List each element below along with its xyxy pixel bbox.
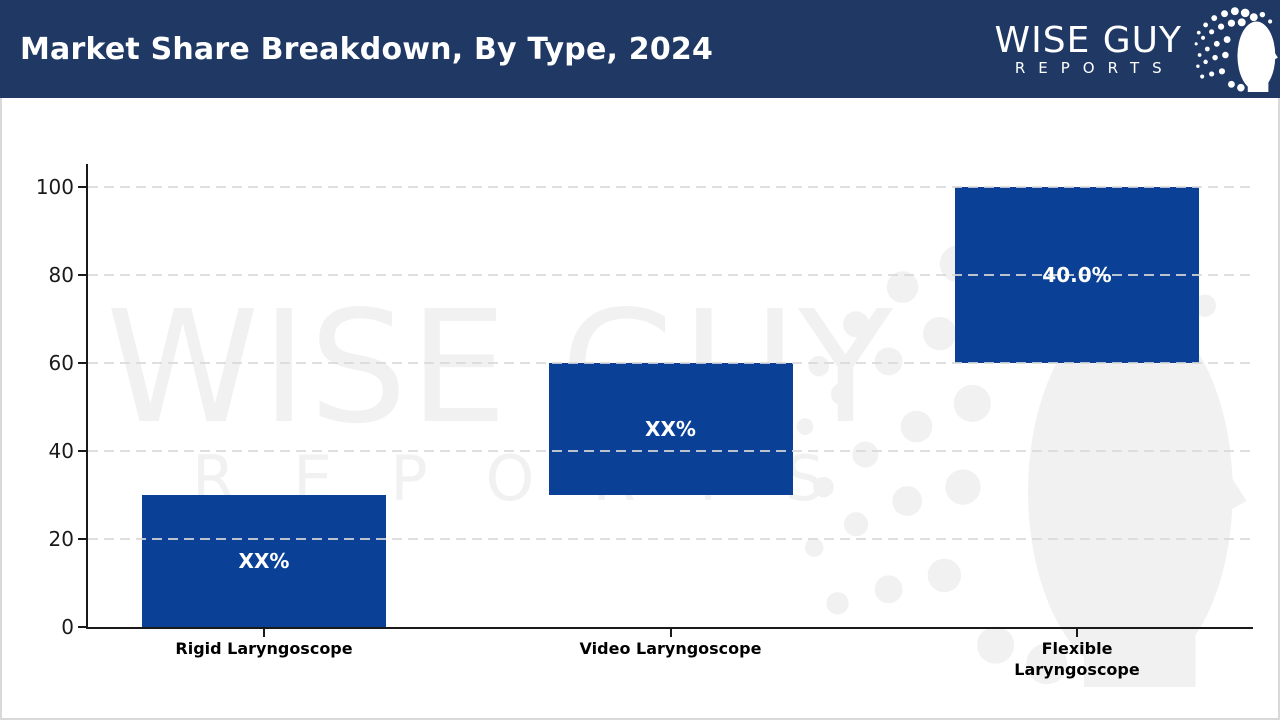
bar-value-label: XX% (645, 417, 696, 441)
x-tick (1076, 629, 1078, 637)
x-axis-spine (86, 627, 1253, 629)
y-tick-80 (78, 274, 86, 276)
y-tick-label-20: 20 (48, 527, 74, 551)
x-tick-label: Flexible Laryngoscope (1014, 639, 1140, 679)
y-tick-label-0: 0 (61, 615, 74, 639)
gridline-40 (88, 450, 1253, 452)
y-tick-100 (78, 186, 86, 188)
y-tick-60 (78, 362, 86, 364)
y-tick-20 (78, 538, 86, 540)
y-tick-label-100: 100 (35, 175, 74, 199)
y-tick-label-80: 80 (48, 263, 74, 287)
page-title: Market Share Breakdown, By Type, 2024 (20, 31, 714, 67)
x-tick (669, 629, 672, 637)
x-tick (263, 629, 265, 637)
bar-value-label: XX% (238, 549, 290, 573)
logo-wordmark: WISE GUY (994, 19, 1182, 61)
y-tick-label-60: 60 (48, 351, 74, 375)
y-axis-spine (86, 164, 88, 629)
y-tick-0 (78, 626, 86, 628)
x-tick-label: Rigid Laryngoscope (175, 639, 353, 658)
gridline-100 (88, 186, 1253, 188)
gridline-20 (88, 538, 1253, 540)
bar-value-label: 40.0% (1042, 263, 1112, 287)
logo-subtitle: REPORTS (1014, 58, 1175, 77)
header-bar: Market Share Breakdown, By Type, 2024 WI… (0, 0, 1280, 98)
logo-text: WISE GUY REPORTS (995, 22, 1183, 76)
bar-segment (142, 495, 386, 627)
gridline-60 (88, 362, 1253, 364)
x-tick-label: Video Laryngoscope (579, 639, 762, 658)
y-tick-40 (78, 450, 86, 452)
gridline-80 (88, 274, 1253, 276)
wiseguy-face-icon (1194, 7, 1278, 92)
wiseguy-logo: WISE GUY REPORTS (995, 6, 1278, 92)
y-tick-label-40: 40 (48, 439, 74, 463)
bar-segment (548, 363, 793, 495)
